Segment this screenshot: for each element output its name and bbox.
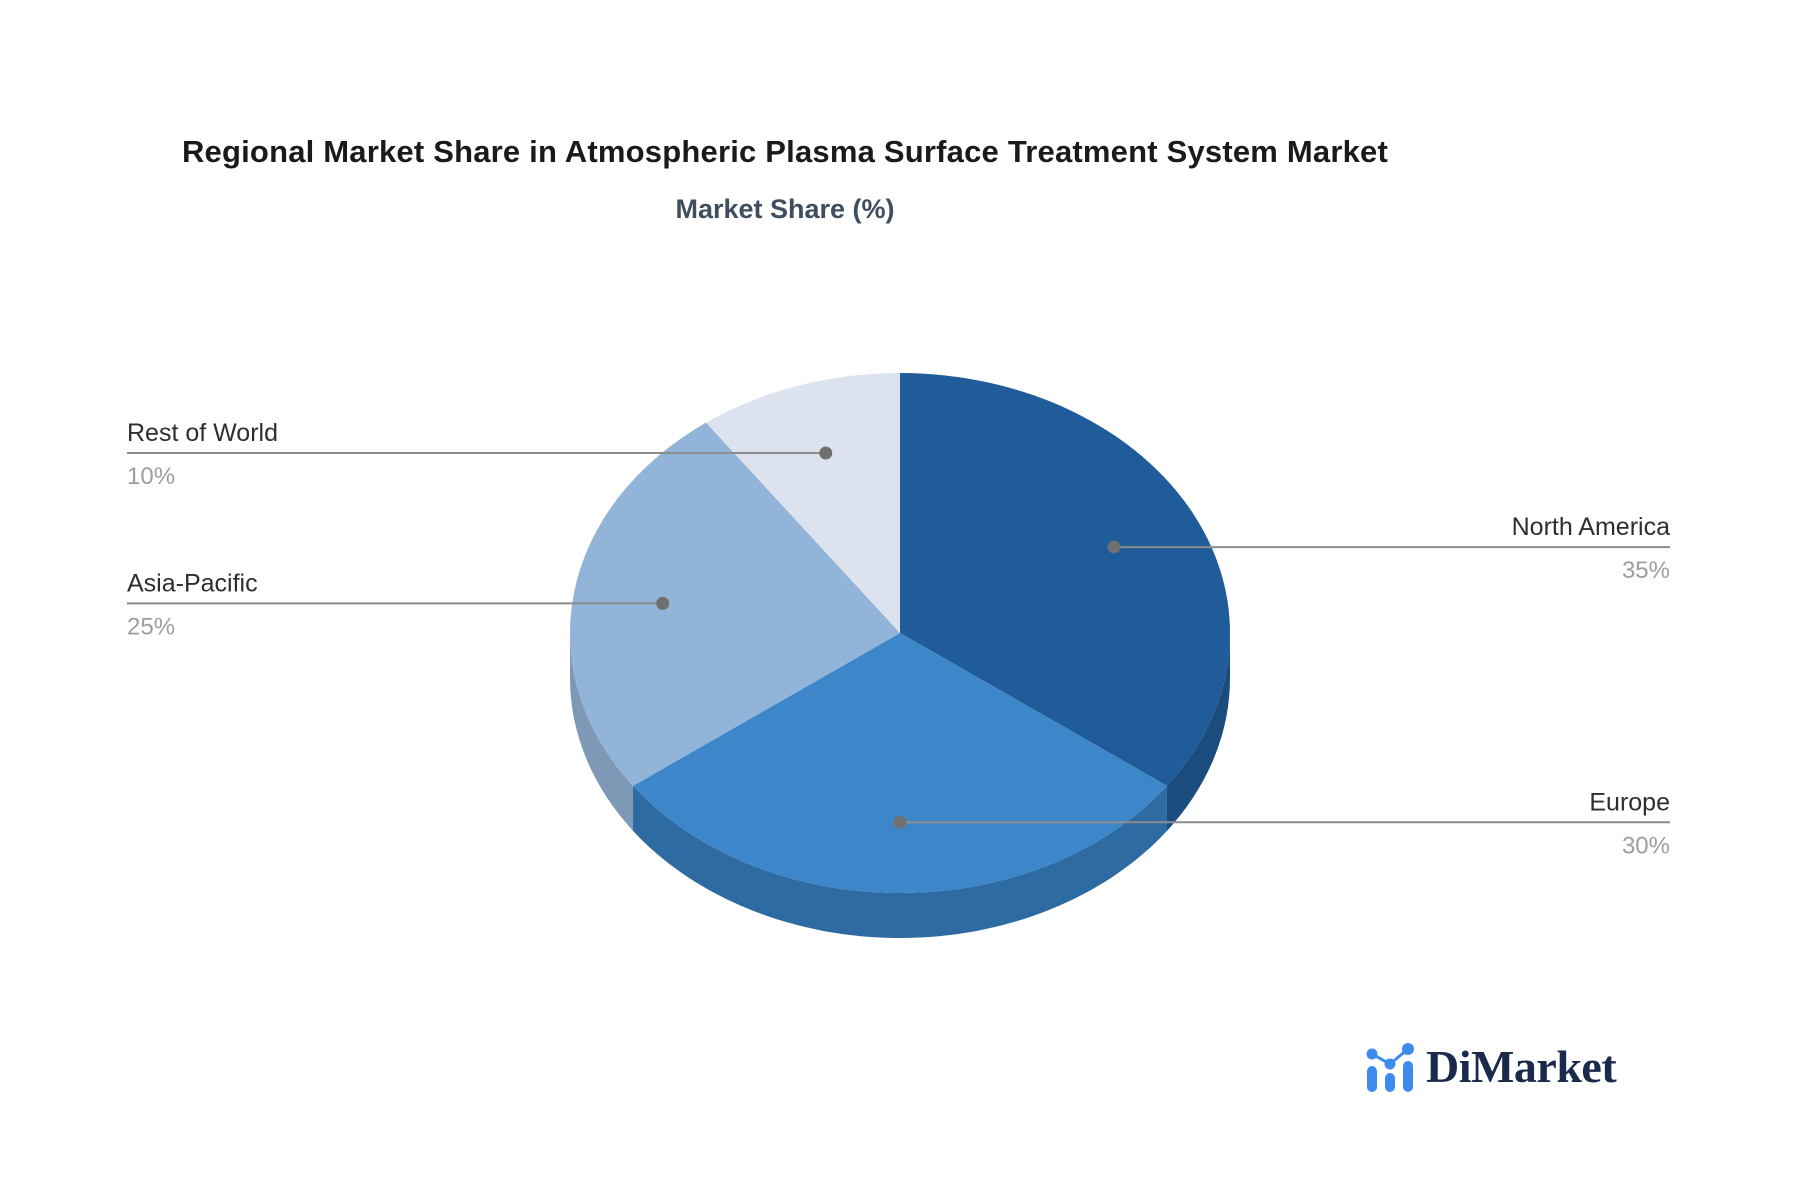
- pie-slice-side-europe: [633, 785, 1167, 938]
- slice-value-rest-of-world: 10%: [127, 463, 175, 490]
- leader-dot-north-america: [1107, 540, 1121, 554]
- slice-label-europe: Europe: [1589, 788, 1670, 816]
- pie-slice-side-asia-pacific: [570, 633, 634, 831]
- pie-slice-rest-of-world: [706, 373, 900, 633]
- pie-slice-asia-pacific: [570, 422, 900, 786]
- chart-subtitle: Market Share (%): [675, 194, 895, 224]
- pie-slice-north-america: [900, 373, 1230, 786]
- brand-logo-text: DiMarket: [1426, 1040, 1617, 1092]
- slice-label-north-america: North America: [1512, 513, 1670, 541]
- leader-dot-asia-pacific: [656, 596, 670, 610]
- brand-logo: DiMarket: [1360, 1036, 1617, 1096]
- pie-slice-europe: [633, 633, 1167, 893]
- pie-slice-side-north-america: [1166, 633, 1230, 831]
- slice-label-asia-pacific: Asia-Pacific: [127, 569, 258, 597]
- slice-value-north-america: 35%: [1622, 557, 1670, 584]
- leader-dot-europe: [893, 815, 907, 829]
- slice-label-rest-of-world: Rest of World: [127, 419, 278, 447]
- leader-dot-rest-of-world: [819, 446, 833, 460]
- bar-chart-trend-icon: [1366, 1043, 1414, 1092]
- chart-title: Regional Market Share in Atmospheric Pla…: [181, 134, 1389, 169]
- slice-value-europe: 30%: [1622, 832, 1670, 859]
- slice-value-asia-pacific: 25%: [127, 613, 175, 640]
